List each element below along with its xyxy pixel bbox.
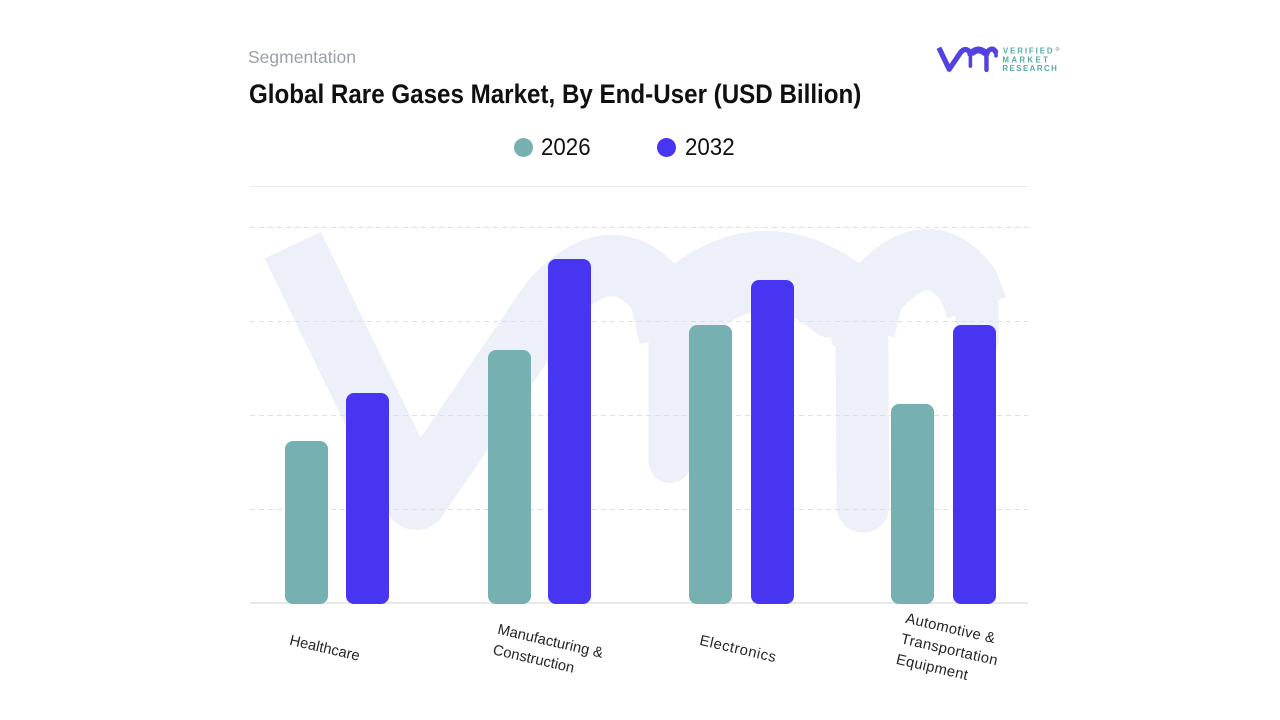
svg-text:MARKET: MARKET	[1002, 55, 1050, 64]
svg-text:RESEARCH: RESEARCH	[1002, 64, 1058, 73]
svg-text:VERIFIED: VERIFIED	[1003, 46, 1055, 55]
svg-text:®: ®	[1056, 46, 1060, 53]
